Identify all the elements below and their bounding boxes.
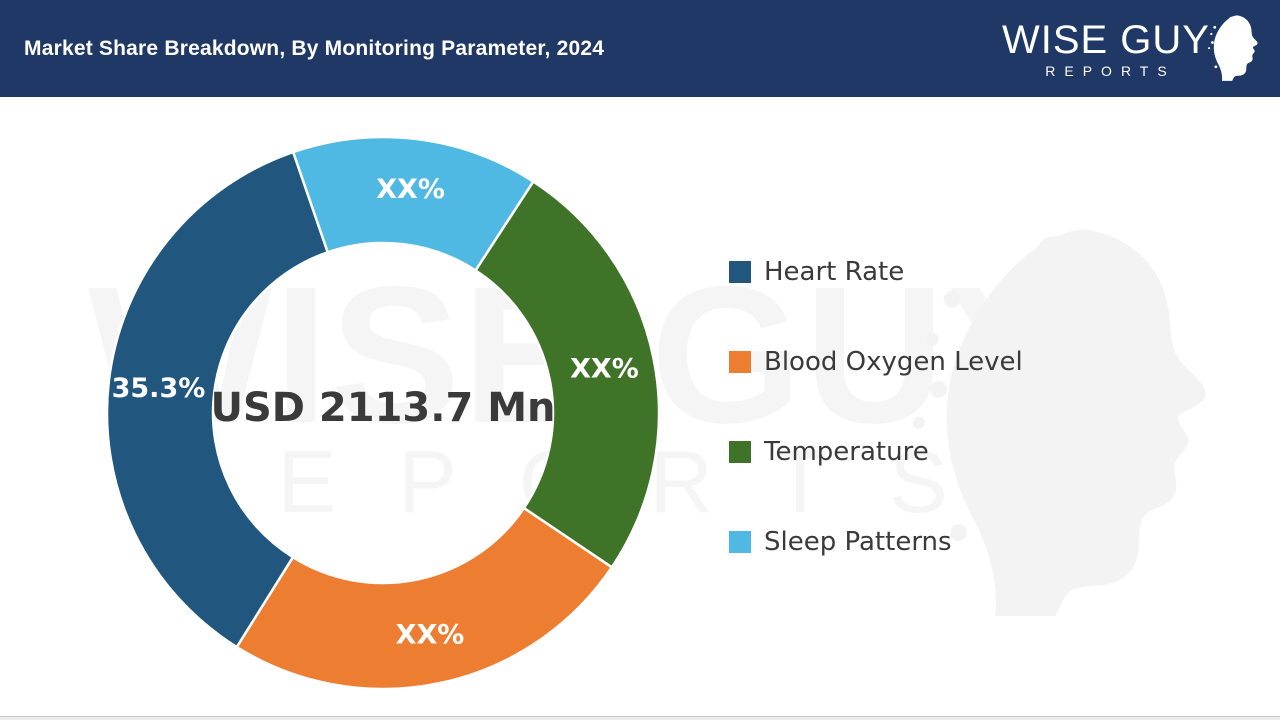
legend-swatch-sleep-patterns — [729, 531, 751, 553]
header-bar: Market Share Breakdown, By Monitoring Pa… — [0, 0, 1280, 97]
legend-item-sleep-patterns: Sleep Patterns — [729, 529, 1023, 555]
page-title: Market Share Breakdown, By Monitoring Pa… — [24, 37, 605, 60]
donut-slice-temperature — [474, 180, 661, 569]
legend-item-heart-rate: Heart Rate — [729, 259, 1023, 285]
legend-label-heart-rate: Heart Rate — [764, 257, 905, 287]
donut-slice-heart-rate — [105, 150, 329, 649]
legend-item-blood-oxygen-level: Blood Oxygen Level — [729, 349, 1023, 375]
wiseguy-face-icon — [1208, 15, 1258, 81]
logo-subtitle: REPORTS — [1045, 63, 1176, 79]
logo-wordmark: WISE GUY — [1001, 18, 1210, 62]
legend-label-temperature: Temperature — [764, 437, 929, 467]
wiseguy-logo: WISE GUY REPORTS — [1002, 6, 1266, 88]
logo-text: WISE GUY REPORTS — [1002, 20, 1210, 79]
slice-label-temperature: XX% — [570, 353, 639, 384]
slice-label-sleep-patterns: XX% — [376, 174, 445, 205]
chart-center-value: USD 2113.7 Mn — [210, 385, 556, 431]
legend-swatch-blood-oxygen-level — [729, 351, 751, 373]
legend-label-sleep-patterns: Sleep Patterns — [764, 527, 952, 557]
slice-label-heart-rate: 35.3% — [112, 373, 206, 404]
donut-chart: XX% XX% XX% 35.3% — [105, 135, 661, 691]
chart-legend: Heart Rate Blood Oxygen Level Temperatur… — [729, 259, 1023, 619]
donut-slice-blood-oxygen-level — [235, 506, 614, 691]
slice-label-blood-oxygen-level: XX% — [396, 620, 465, 651]
bottom-edge-divider — [0, 716, 1280, 720]
legend-swatch-heart-rate — [729, 261, 751, 283]
legend-label-blood-oxygen-level: Blood Oxygen Level — [764, 347, 1023, 377]
legend-item-temperature: Temperature — [729, 439, 1023, 465]
legend-swatch-temperature — [729, 441, 751, 463]
